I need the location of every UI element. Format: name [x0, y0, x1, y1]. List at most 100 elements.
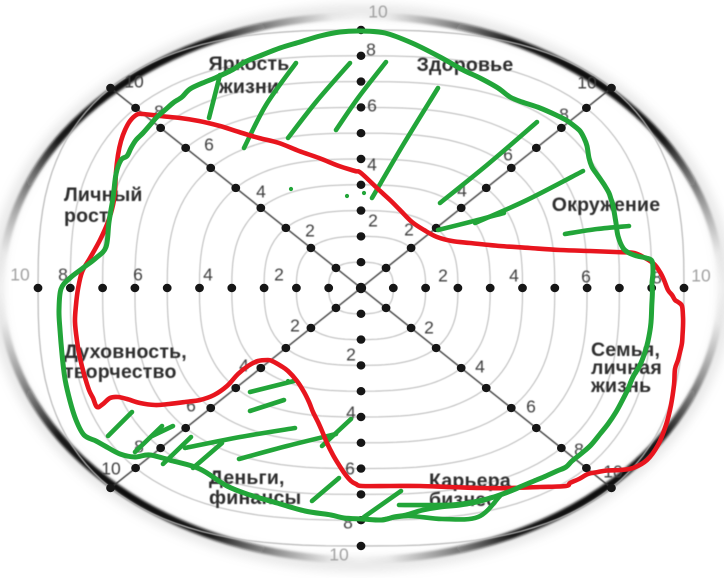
tick-dot-W-5: [195, 283, 204, 293]
axis-number-N-8: 8: [366, 40, 376, 60]
green-hatch-mark-21: [319, 416, 354, 449]
tick-dot-E-4: [485, 283, 495, 293]
tick-dot-NW-7: [181, 143, 191, 153]
tick-dot-SE-4: [456, 363, 466, 373]
green-speck-1: [344, 193, 350, 199]
tick-dot-W-8: [98, 283, 107, 293]
tick-dot-W-4: [227, 283, 237, 293]
tick-dot-W-6: [162, 283, 172, 293]
sector-label-semya-line2: личная: [591, 357, 662, 379]
axis-number-NE-8: 8: [559, 105, 569, 125]
green-hatch-marks: [105, 59, 632, 523]
outer-ring-halo: [0, 7, 724, 569]
tick-dot-NW-9: [131, 103, 140, 113]
tick-dot-SE-2: [406, 323, 416, 333]
tick-dot-N-9: [356, 51, 366, 60]
tick-dot-SE-8: [556, 443, 566, 453]
tick-dot-SW-10: [106, 483, 115, 493]
outer-ring-arc-ne: [360, 12, 724, 289]
tick-dot-NW-8: [156, 123, 166, 133]
tick-dot-E-2: [421, 283, 430, 293]
green-series-curve: [56, 28, 656, 523]
green-hatch-mark-3: [285, 60, 353, 141]
tick-dot-N-4: [356, 180, 366, 189]
axis-number-W-2: 2: [274, 265, 284, 285]
axis-number-NE-6: 6: [503, 145, 513, 165]
tick-dot-SW-1: [331, 303, 341, 313]
outer-ring-arc-se: [360, 287, 724, 564]
green-hatch-mark-19: [247, 378, 297, 395]
tick-dot-E-1: [388, 283, 398, 293]
tick-dot-SE-3: [431, 343, 441, 353]
green-hatch-mark-8: [562, 223, 632, 237]
green-hatch-mark-4: [333, 59, 389, 133]
axis-number-SE-4: 4: [475, 357, 485, 377]
axis-number-S-2: 2: [346, 345, 356, 365]
axis-number-NW-4: 4: [256, 182, 266, 202]
green-hatch-mark-16: [132, 423, 165, 455]
axis-number-NE-4: 4: [457, 181, 467, 201]
axis-number-NW-10: 10: [124, 72, 144, 92]
sector-label-yarkost-line1: Яркость: [209, 53, 290, 75]
sector-label-lichny-line1: Личный: [64, 184, 143, 206]
axis-number-E-8: 8: [652, 268, 662, 288]
tick-dot-SW-4: [256, 363, 266, 373]
green-speck-3: [288, 186, 294, 192]
axis-number-SW-10: 10: [101, 459, 121, 479]
tick-dot-SE-5: [481, 383, 491, 393]
green-hatch-mark-13: [309, 475, 342, 504]
tick-dot-E-5: [518, 283, 527, 293]
tick-dot-E-3: [453, 283, 463, 293]
axis-numbers: 2 4 6 8 10 2 4 6 8 10 2 4 6 8 10 2 4 6 8 10 2 4 6 8 10 2 4 6 8 10 2 4 6 8…: [10, 2, 711, 565]
axis-number-N-6: 6: [367, 96, 377, 116]
axis-number-NE-2: 2: [404, 220, 414, 240]
tick-dot-S-8: [356, 490, 366, 499]
sector-label-lichny-line2: рост: [64, 205, 109, 227]
green-series-outline: [56, 28, 656, 523]
axis-number-NW-6: 6: [204, 135, 214, 155]
axis-number-SW-4: 4: [239, 356, 249, 376]
tick-dot-NE-2: [406, 243, 416, 253]
tick-dot-E-10: [679, 283, 689, 293]
center-dot: [355, 282, 367, 294]
tick-dot-SE-7: [531, 423, 541, 433]
axis-number-NE-10: 10: [577, 73, 597, 93]
axis-number-SW-6: 6: [186, 396, 196, 416]
tick-dot-W-2: [292, 283, 301, 293]
axis-number-NW-8: 8: [154, 102, 164, 122]
tick-dot-NE-6: [506, 163, 516, 173]
axis-number-E-10: 10: [691, 266, 711, 286]
green-speck-4: [285, 378, 291, 384]
axis-number-N-2: 2: [368, 211, 378, 231]
tick-dot-SE-9: [582, 463, 591, 473]
tick-dot-W-10: [33, 283, 43, 293]
tick-dot-SW-9: [131, 463, 140, 473]
tick-dot-W-3: [259, 283, 269, 293]
tick-dot-NW-3: [281, 223, 291, 233]
tick-dot-N-8: [356, 77, 366, 86]
tick-dot-NE-4: [456, 203, 466, 213]
tick-dot-SW-6: [206, 403, 216, 413]
axis-number-W-6: 6: [133, 265, 143, 285]
tick-dot-NE-10: [607, 83, 616, 93]
tick-dot-NW-4: [256, 203, 266, 213]
green-hatch-mark-14: [361, 488, 404, 520]
tick-dot-NE-5: [481, 183, 491, 193]
tick-dot-N-6: [356, 129, 366, 138]
tick-dot-NW-1: [331, 263, 341, 273]
green-hatch-mark-10: [182, 425, 298, 451]
tick-dot-S-10: [356, 541, 366, 551]
tick-dot-S-6: [356, 438, 366, 447]
tick-dot-S-5: [356, 412, 366, 422]
sector-label-yarkost-line2: жизни: [218, 76, 279, 98]
sector-label-duhovnost-line1: Духовность,: [64, 341, 187, 363]
tick-dot-E-6: [550, 283, 560, 293]
tick-dot-SW-8: [156, 443, 166, 453]
axis-number-W-4: 4: [203, 265, 213, 285]
green-hatch-mark-15: [105, 409, 135, 439]
tick-dot-SW-3: [281, 343, 291, 353]
tick-dot-NW-10: [106, 83, 115, 93]
tick-dot-NE-1: [381, 263, 391, 273]
